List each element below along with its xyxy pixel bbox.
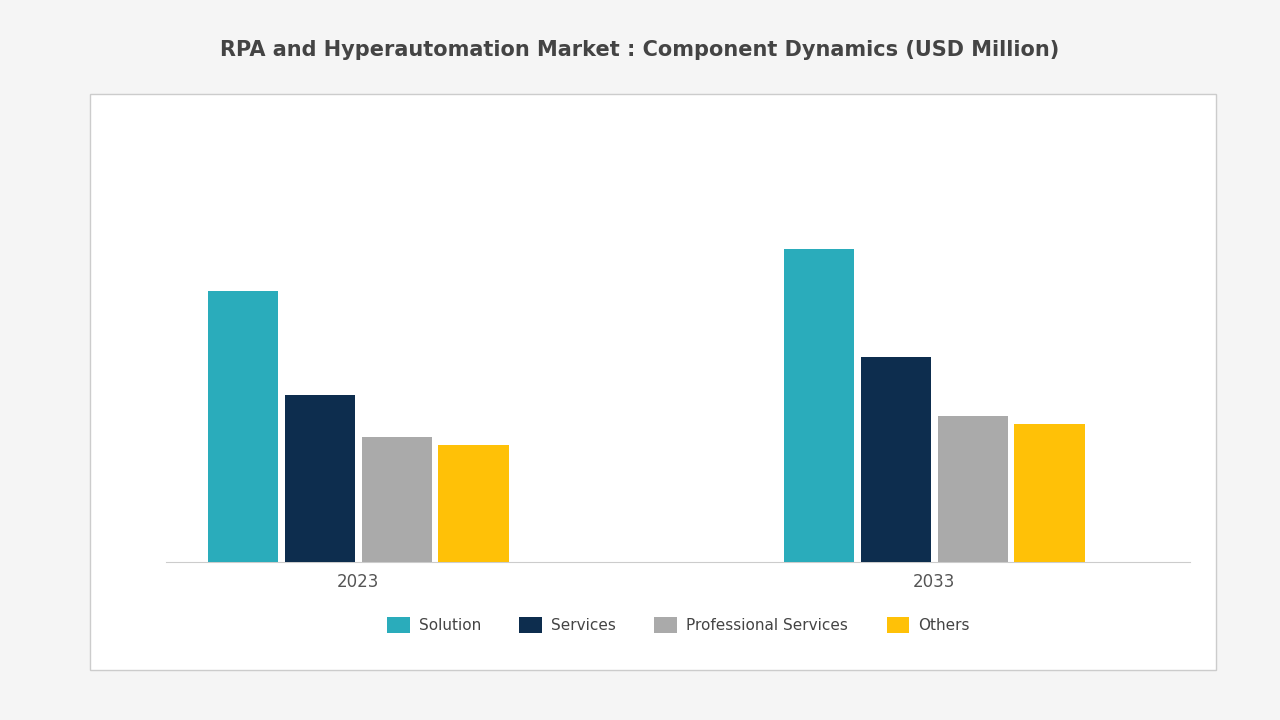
Bar	[284, 395, 355, 562]
Bar	[1014, 424, 1085, 562]
Legend: Solution, Services, Professional Services, Others: Solution, Services, Professional Service…	[379, 610, 978, 641]
Text: RPA and Hyperautomation Market : Component Dynamics (USD Million): RPA and Hyperautomation Market : Compone…	[220, 40, 1060, 60]
Bar	[937, 415, 1009, 562]
Bar	[362, 436, 433, 562]
Bar	[783, 249, 855, 562]
Bar	[439, 445, 509, 562]
Bar	[861, 357, 932, 562]
Bar	[207, 291, 279, 562]
